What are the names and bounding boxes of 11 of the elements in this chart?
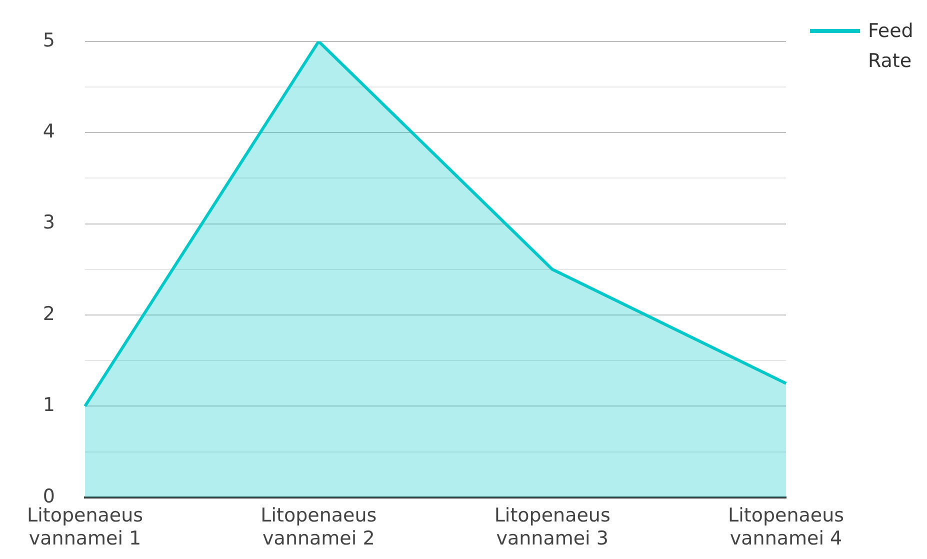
- legend-label: Feed Rate: [868, 19, 914, 74]
- x-tick-label: Litopenaeus vannamei 4: [728, 504, 844, 550]
- y-tick-label: 2: [42, 302, 55, 325]
- y-tick-label: 1: [42, 394, 55, 416]
- x-tick-label: Litopenaeus vannamei 3: [494, 504, 610, 550]
- y-tick-label: 0: [42, 485, 55, 508]
- x-tick-label: Litopenaeus vannamei 1: [26, 504, 144, 550]
- x-tick-label: Litopenaeus vannamei 2: [260, 504, 377, 550]
- y-tick-label: 4: [42, 120, 55, 143]
- y-tick-label: 5: [42, 29, 55, 52]
- y-tick-label: 3: [42, 212, 55, 234]
